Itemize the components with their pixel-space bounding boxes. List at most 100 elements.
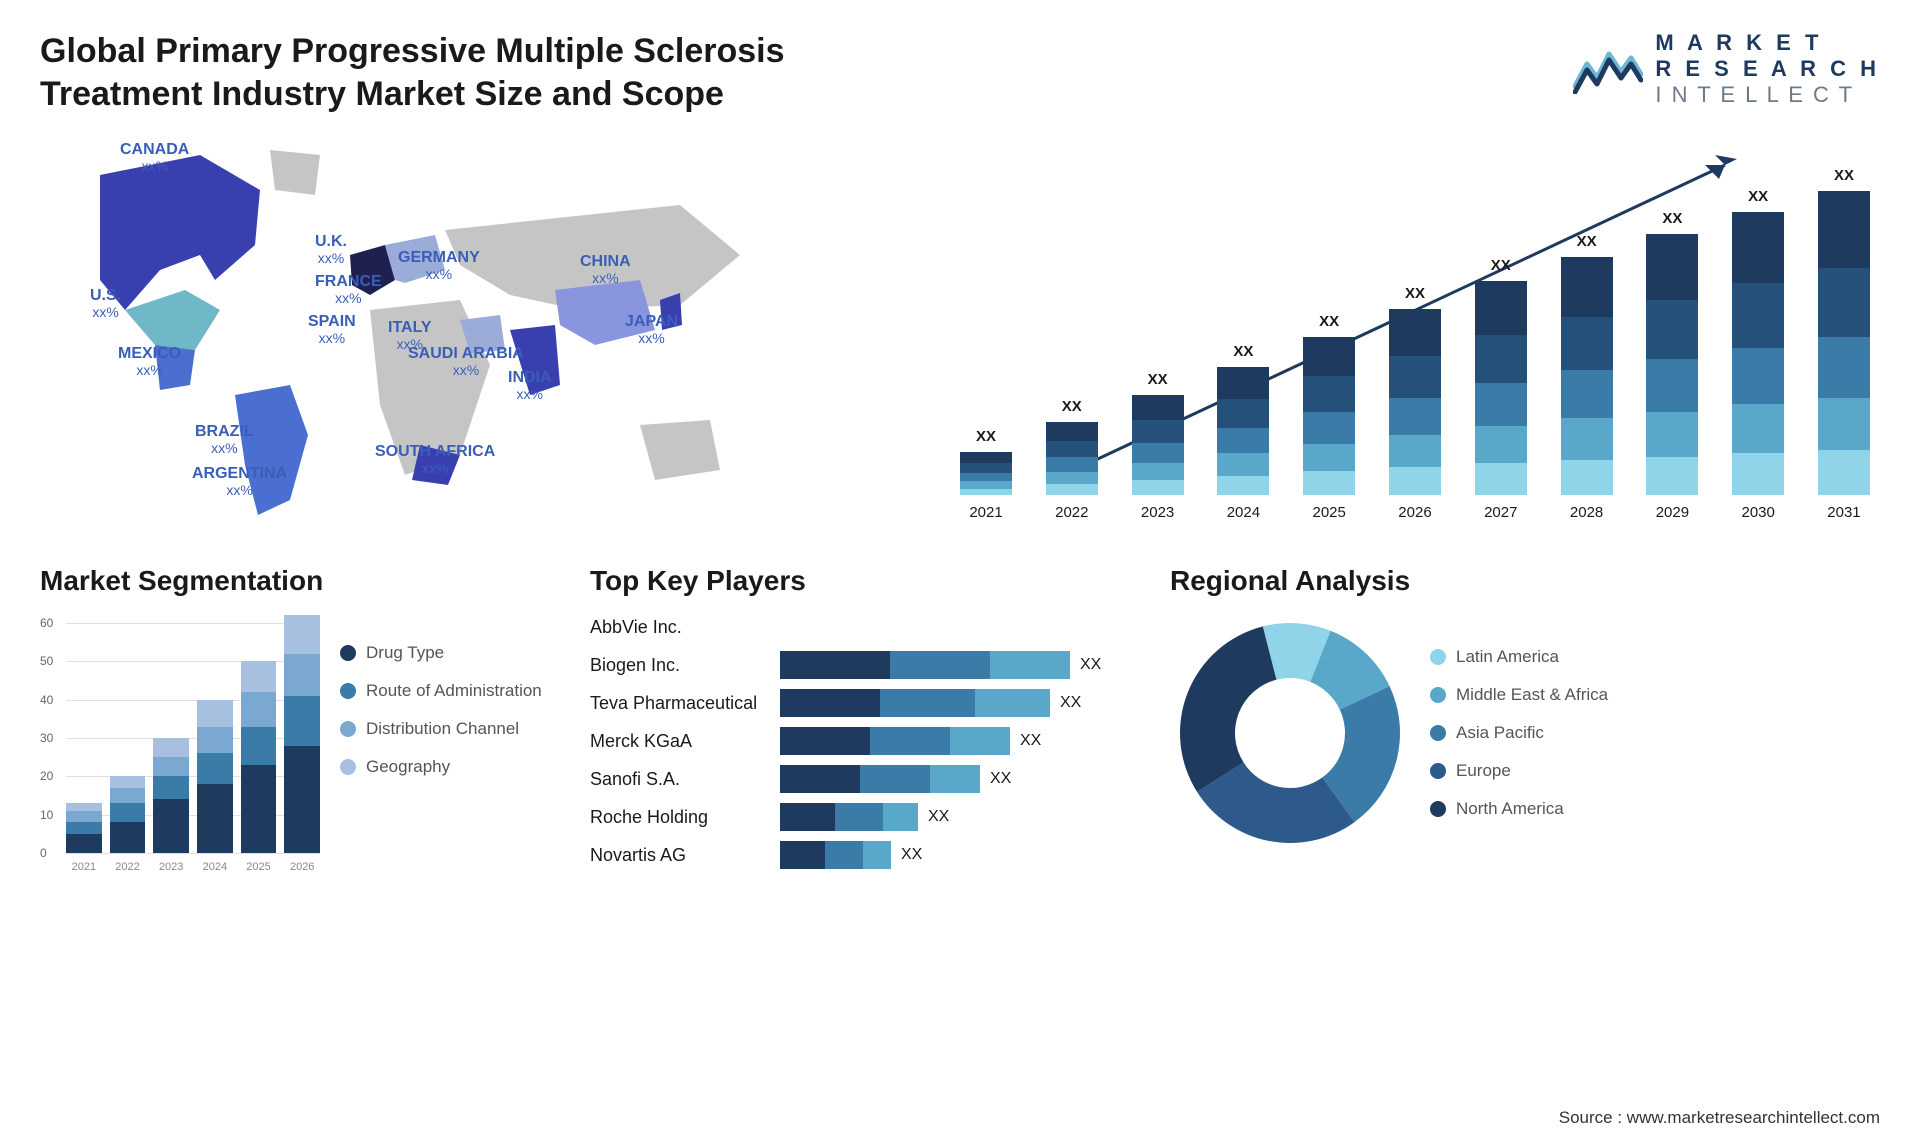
bar-year-label: 2025 bbox=[1303, 504, 1355, 521]
seg-year-label: 2023 bbox=[153, 861, 189, 873]
market-bar: XX2027 bbox=[1475, 281, 1527, 495]
legend-label: Route of Administration bbox=[366, 681, 542, 701]
region-label: Asia Pacific bbox=[1456, 723, 1544, 743]
legend-label: Distribution Channel bbox=[366, 719, 519, 739]
legend-item: Distribution Channel bbox=[340, 719, 570, 739]
legend-item: Geography bbox=[340, 757, 570, 777]
player-bar bbox=[780, 841, 891, 869]
player-value: XX bbox=[1060, 694, 1081, 712]
player-name: Teva Pharmaceutical bbox=[590, 689, 770, 717]
market-size-bar-chart: XX2021XX2022XX2023XX2024XX2025XX2026XX20… bbox=[950, 135, 1880, 535]
bar-year-label: 2030 bbox=[1732, 504, 1784, 521]
player-name: AbbVie Inc. bbox=[590, 613, 770, 641]
legend-dot-icon bbox=[1430, 649, 1446, 665]
map-country-label: SPAINxx% bbox=[308, 313, 356, 346]
map-country-label: INDIAxx% bbox=[508, 369, 552, 402]
bar-year-label: 2027 bbox=[1475, 504, 1527, 521]
bar-value-label: XX bbox=[960, 428, 1012, 445]
player-bar-row: XX bbox=[780, 765, 1150, 793]
market-bar: XX2025 bbox=[1303, 337, 1355, 495]
legend-dot-icon bbox=[340, 683, 356, 699]
legend-dot-icon bbox=[1430, 763, 1446, 779]
seg-year-label: 2026 bbox=[284, 861, 320, 873]
map-country-label: SOUTH AFRICAxx% bbox=[375, 443, 495, 476]
market-bar: XX2024 bbox=[1217, 367, 1269, 495]
map-country-label: JAPANxx% bbox=[625, 313, 678, 346]
region-label: Europe bbox=[1456, 761, 1511, 781]
map-country-label: GERMANYxx% bbox=[398, 249, 480, 282]
player-value: XX bbox=[1080, 656, 1101, 674]
legend-label: Geography bbox=[366, 757, 450, 777]
market-bar: XX2026 bbox=[1389, 309, 1441, 495]
market-bar: XX2023 bbox=[1132, 395, 1184, 495]
player-bar bbox=[780, 803, 918, 831]
region-label: Latin America bbox=[1456, 647, 1559, 667]
player-bar-row: XX bbox=[780, 651, 1150, 679]
player-bar-row: XX bbox=[780, 803, 1150, 831]
map-country-label: FRANCExx% bbox=[315, 273, 382, 306]
bar-value-label: XX bbox=[1217, 343, 1269, 360]
map-country-label: CANADAxx% bbox=[120, 141, 189, 174]
segmentation-bar: 2022 bbox=[110, 776, 146, 853]
regional-donut-chart bbox=[1170, 613, 1410, 853]
player-bar-row bbox=[780, 613, 1150, 641]
market-bar: XX2031 bbox=[1818, 191, 1870, 495]
player-name: Biogen Inc. bbox=[590, 651, 770, 679]
region-label: Middle East & Africa bbox=[1456, 685, 1608, 705]
map-country-label: ARGENTINAxx% bbox=[192, 465, 287, 498]
segmentation-bar: 2023 bbox=[153, 738, 189, 853]
region-legend-item: Middle East & Africa bbox=[1430, 685, 1880, 705]
region-legend-item: Asia Pacific bbox=[1430, 723, 1880, 743]
player-name: Merck KGaA bbox=[590, 727, 770, 755]
region-legend-item: Europe bbox=[1430, 761, 1880, 781]
segmentation-section: Market Segmentation 0102030405060 202120… bbox=[40, 565, 570, 873]
seg-year-label: 2022 bbox=[110, 861, 146, 873]
legend-dot-icon bbox=[1430, 687, 1446, 703]
player-name: Novartis AG bbox=[590, 841, 770, 869]
player-bar-row: XX bbox=[780, 689, 1150, 717]
player-name: Roche Holding bbox=[590, 803, 770, 831]
regional-section: Regional Analysis Latin AmericaMiddle Ea… bbox=[1170, 565, 1880, 873]
player-bar bbox=[780, 651, 1070, 679]
legend-dot-icon bbox=[1430, 725, 1446, 741]
player-bar-row: XX bbox=[780, 841, 1150, 869]
bar-value-label: XX bbox=[1389, 285, 1441, 302]
bar-value-label: XX bbox=[1475, 257, 1527, 274]
player-bar bbox=[780, 689, 1050, 717]
player-value: XX bbox=[928, 808, 949, 826]
legend-dot-icon bbox=[340, 721, 356, 737]
segmentation-title: Market Segmentation bbox=[40, 565, 570, 597]
seg-year-label: 2025 bbox=[241, 861, 277, 873]
region-legend-item: North America bbox=[1430, 799, 1880, 819]
map-country-label: U.S.xx% bbox=[90, 287, 121, 320]
legend-dot-icon bbox=[340, 645, 356, 661]
bar-year-label: 2026 bbox=[1389, 504, 1441, 521]
key-players-title: Top Key Players bbox=[590, 565, 1150, 597]
bar-value-label: XX bbox=[1132, 371, 1184, 388]
logo: M A R K E T R E S E A R C H I N T E L L … bbox=[1573, 30, 1880, 108]
map-country-label: CHINAxx% bbox=[580, 253, 631, 286]
legend-item: Route of Administration bbox=[340, 681, 570, 701]
player-value: XX bbox=[990, 770, 1011, 788]
bar-value-label: XX bbox=[1818, 167, 1870, 184]
logo-icon bbox=[1573, 44, 1643, 94]
bar-value-label: XX bbox=[1561, 233, 1613, 250]
market-bar: XX2030 bbox=[1732, 212, 1784, 495]
page-title: Global Primary Progressive Multiple Scle… bbox=[40, 30, 940, 115]
map-country-label: BRAZILxx% bbox=[195, 423, 254, 456]
world-map: CANADAxx%U.S.xx%MEXICOxx%BRAZILxx%ARGENT… bbox=[40, 135, 910, 535]
legend-dot-icon bbox=[1430, 801, 1446, 817]
regional-legend: Latin America Middle East & Africa Asia Pa… bbox=[1430, 647, 1880, 819]
seg-year-label: 2024 bbox=[197, 861, 233, 873]
donut-segment bbox=[1180, 626, 1276, 791]
player-bar bbox=[780, 765, 980, 793]
bar-year-label: 2029 bbox=[1646, 504, 1698, 521]
bar-value-label: XX bbox=[1646, 210, 1698, 227]
logo-line3: I N T E L L E C T bbox=[1655, 82, 1880, 108]
map-country-label: SAUDI ARABIAxx% bbox=[408, 345, 524, 378]
bar-value-label: XX bbox=[1303, 313, 1355, 330]
market-bar: XX2029 bbox=[1646, 234, 1698, 495]
player-value: XX bbox=[901, 846, 922, 864]
bar-value-label: XX bbox=[1732, 188, 1784, 205]
legend-item: Drug Type bbox=[340, 643, 570, 663]
